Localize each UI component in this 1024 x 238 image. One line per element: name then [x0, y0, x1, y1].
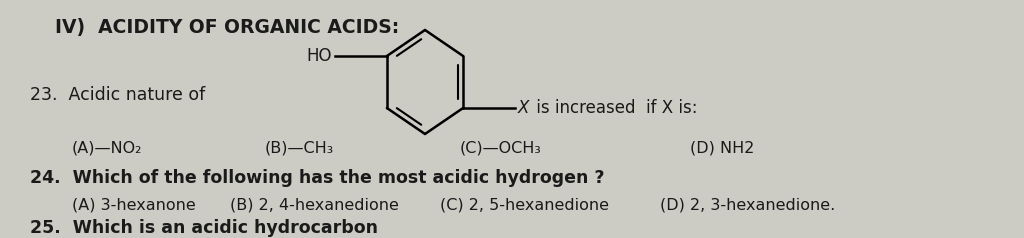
Text: 23.  Acidic nature of: 23. Acidic nature of — [30, 86, 205, 104]
Text: (D) 2, 3-hexanedione.: (D) 2, 3-hexanedione. — [660, 198, 836, 213]
Text: (A)—NO₂: (A)—NO₂ — [72, 140, 142, 155]
Text: 25.  Which is an acidic hydrocarbon: 25. Which is an acidic hydrocarbon — [30, 219, 378, 237]
Text: (B) 2, 4-hexanedione: (B) 2, 4-hexanedione — [230, 198, 399, 213]
Text: 24.  Which of the following has the most acidic hydrogen ?: 24. Which of the following has the most … — [30, 169, 604, 187]
Text: (B)—CH₃: (B)—CH₃ — [265, 140, 334, 155]
Text: X: X — [518, 99, 529, 117]
Text: IV)  ACIDITY OF ORGANIC ACIDS:: IV) ACIDITY OF ORGANIC ACIDS: — [55, 18, 399, 37]
Text: (D) NH2: (D) NH2 — [690, 140, 755, 155]
Text: (C) 2, 5-hexanedione: (C) 2, 5-hexanedione — [440, 198, 609, 213]
Text: (C)—OCH₃: (C)—OCH₃ — [460, 140, 542, 155]
Text: (A) 3-hexanone: (A) 3-hexanone — [72, 198, 196, 213]
Text: HO: HO — [306, 47, 332, 65]
Text: is increased  if X is:: is increased if X is: — [531, 99, 697, 117]
